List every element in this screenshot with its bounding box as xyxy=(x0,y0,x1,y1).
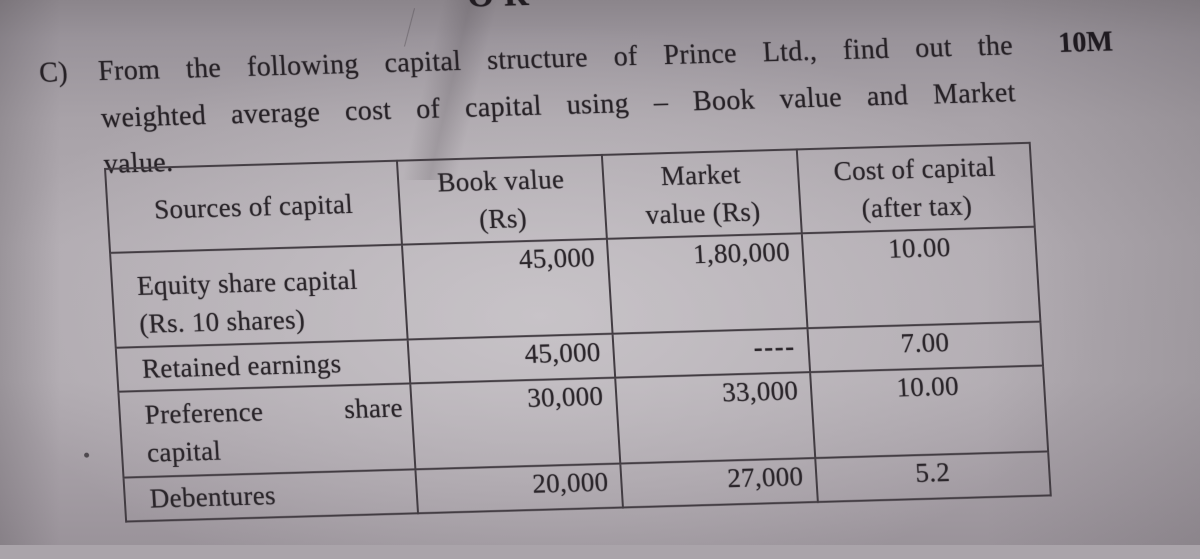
source-label-line: Equity share capital xyxy=(136,264,359,302)
header-text: Cost of capital xyxy=(832,151,997,187)
question-label: C) xyxy=(38,57,69,89)
cell-market-value: 1,80,000 xyxy=(606,233,808,334)
question-text-line-2: weighted average cost of capital using –… xyxy=(100,77,1017,135)
header-sources-of-capital: Sources of capital xyxy=(105,160,402,253)
cell-source: Preference share capital xyxy=(118,383,416,478)
source-label-line: Preference share xyxy=(143,392,404,430)
source-label-line: Debentures xyxy=(148,480,277,514)
cell-book-value: 45,000 xyxy=(401,238,613,340)
cell-market-value: ---- xyxy=(612,328,811,378)
cell-book-value: 20,000 xyxy=(415,463,623,514)
cell-book-value: 30,000 xyxy=(410,377,621,470)
ink-speck xyxy=(83,452,90,458)
capital-structure-table: Sources of capital Book value (Rs) Marke… xyxy=(104,142,1052,523)
cell-cost-of-capital: 10.00 xyxy=(801,226,1041,329)
question-text-line-1: From the following capital structure of … xyxy=(97,30,1014,88)
photographed-exam-page: { "or_divider": "OR", "question": { "lab… xyxy=(0,0,1200,545)
header-text: (Rs) xyxy=(478,203,528,235)
cell-book-value: 45,000 xyxy=(407,333,616,384)
header-book-value: Book value (Rs) xyxy=(396,154,607,245)
header-market-value: Market value (Rs) xyxy=(601,149,802,239)
header-cost-of-capital: Cost of capital (after tax) xyxy=(796,142,1035,234)
table-body: Equity share capital (Rs. 10 shares) 45,… xyxy=(110,226,1051,522)
header-text: value (Rs) xyxy=(644,196,762,230)
source-label-line: capital xyxy=(146,435,222,468)
cell-market-value: 33,000 xyxy=(615,372,816,464)
cell-cost-of-capital: 5.2 xyxy=(815,451,1051,502)
header-text: Sources of capital xyxy=(153,189,354,225)
cell-cost-of-capital: 7.00 xyxy=(807,321,1044,373)
or-divider-text: OR xyxy=(466,0,539,16)
source-label-line: (Rs. 10 shares) xyxy=(138,304,306,340)
cell-cost-of-capital: 10.00 xyxy=(810,365,1049,459)
header-text: Book value xyxy=(436,164,566,198)
cell-source: Debentures xyxy=(123,469,419,522)
header-text: Market xyxy=(659,159,742,192)
source-label-line: Retained earnings xyxy=(141,348,343,385)
document-page: OR C) 10M From the following capital str… xyxy=(31,0,1162,559)
cell-source: Equity share capital (Rs. 10 shares) xyxy=(110,244,408,348)
header-text: (after tax) xyxy=(860,190,973,224)
paper-crease xyxy=(403,8,416,47)
cell-market-value: 27,000 xyxy=(620,458,818,508)
question-marks: 10M xyxy=(1057,26,1114,59)
